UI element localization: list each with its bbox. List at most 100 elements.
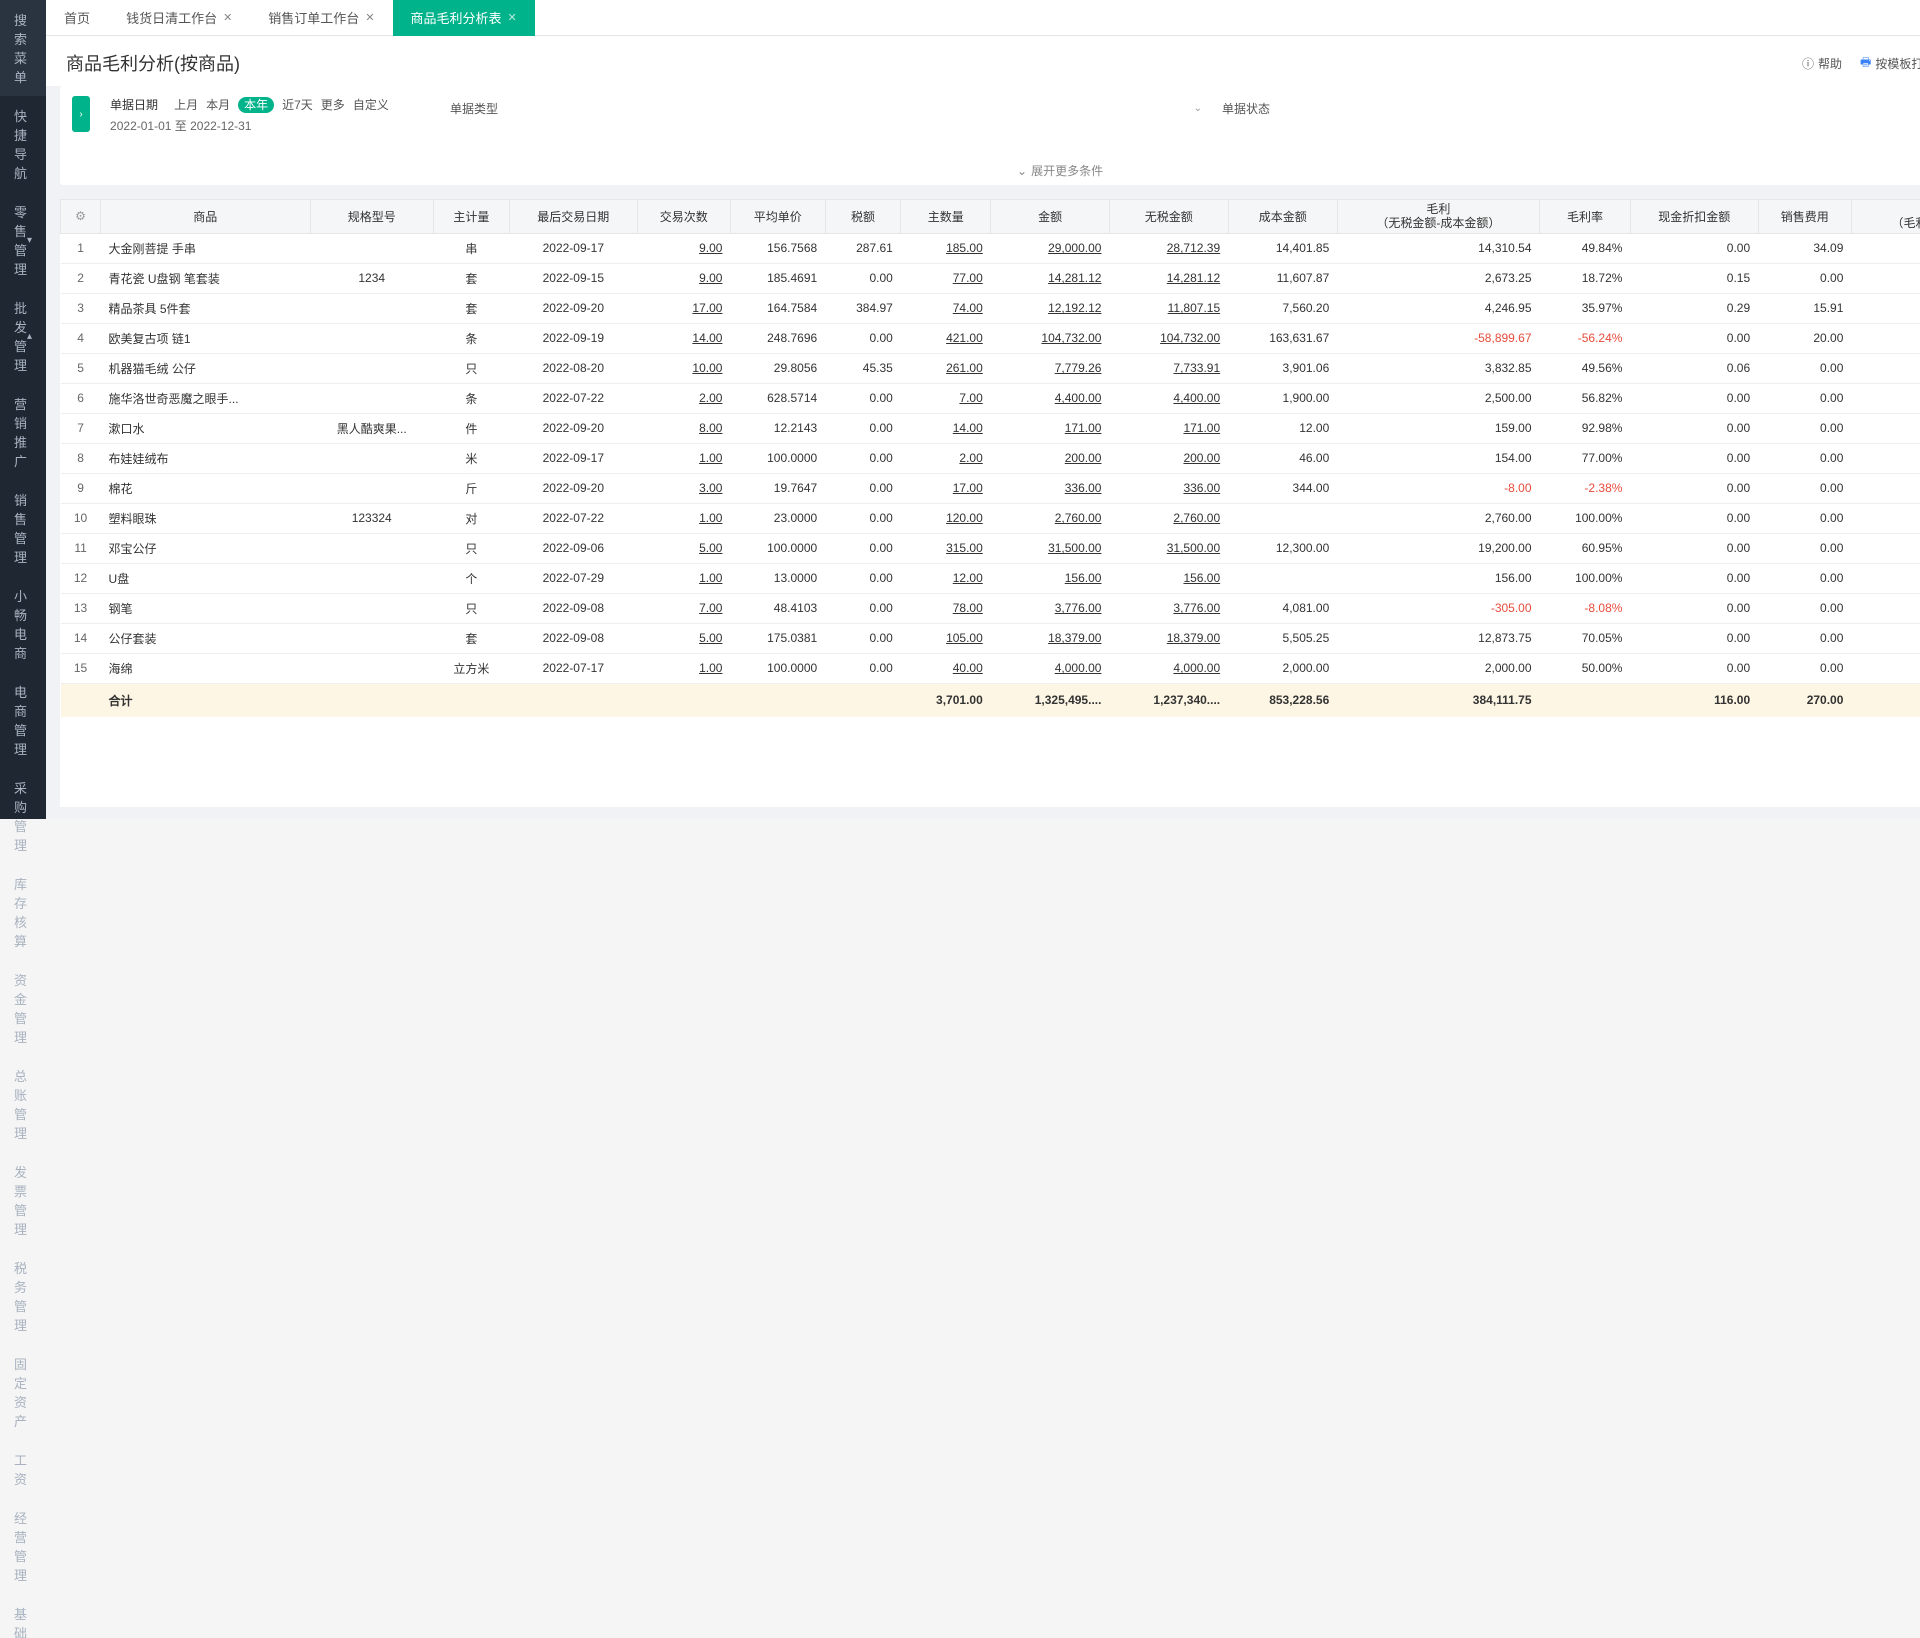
date-range-display[interactable]: 2022-01-01 至 2022-12-31 <box>110 117 430 134</box>
link-cell[interactable]: 8.00 <box>699 421 722 435</box>
link-cell[interactable]: 17.00 <box>953 481 983 495</box>
link-cell[interactable]: 1.00 <box>699 511 722 525</box>
link-cell[interactable]: 336.00 <box>1183 481 1220 495</box>
table-config-button[interactable]: ⚙ <box>61 200 101 234</box>
link-cell[interactable]: 9.00 <box>699 271 722 285</box>
column-header[interactable]: 成本金额 <box>1228 200 1337 234</box>
sidebar-item[interactable]: 基础信息 <box>0 1594 46 1638</box>
link-cell[interactable]: 4,000.00 <box>1173 661 1220 675</box>
sidebar-item[interactable]: 发票管理 <box>0 1152 46 1248</box>
column-header[interactable]: 现金折扣金额 <box>1630 200 1758 234</box>
link-cell[interactable]: 3,776.00 <box>1055 601 1102 615</box>
sidebar-item[interactable]: 电商管理 <box>0 672 46 768</box>
link-cell[interactable]: 3.00 <box>699 481 722 495</box>
expand-more-filters[interactable]: ⌄ 展开更多条件 <box>72 156 1920 185</box>
product-name[interactable]: 布娃娃绒布 <box>101 443 310 473</box>
link-cell[interactable]: 185.00 <box>946 241 983 255</box>
sidebar-item[interactable]: 库存核算 <box>0 864 46 960</box>
link-cell[interactable]: 4,400.00 <box>1173 391 1220 405</box>
link-cell[interactable]: 40.00 <box>953 661 983 675</box>
link-cell[interactable]: 336.00 <box>1065 481 1102 495</box>
sidebar-item[interactable]: 零售管理▾ <box>0 192 46 288</box>
column-header[interactable]: 商品 <box>101 200 310 234</box>
link-cell[interactable]: 2,760.00 <box>1055 511 1102 525</box>
link-cell[interactable]: 5.00 <box>699 631 722 645</box>
link-cell[interactable]: 3,776.00 <box>1173 601 1220 615</box>
tab[interactable]: 商品毛利分析表✕ <box>393 0 535 36</box>
column-header[interactable]: 税额 <box>825 200 901 234</box>
column-header[interactable]: 无税金额 <box>1109 200 1228 234</box>
link-cell[interactable]: 14,281.12 <box>1167 271 1220 285</box>
link-cell[interactable]: 9.00 <box>699 241 722 255</box>
close-icon[interactable]: ✕ <box>365 11 374 24</box>
sidebar-item[interactable]: 快捷导航 <box>0 96 46 192</box>
column-header[interactable]: 主计量 <box>433 200 509 234</box>
link-cell[interactable]: 2,760.00 <box>1173 511 1220 525</box>
link-cell[interactable]: 14.00 <box>953 421 983 435</box>
date-range-pill[interactable]: 上月 <box>174 98 198 112</box>
sidebar-item[interactable]: 资金管理 <box>0 960 46 1056</box>
sidebar-item[interactable]: 小畅电商 <box>0 576 46 672</box>
link-cell[interactable]: 104,732.00 <box>1160 331 1220 345</box>
product-name[interactable]: 青花瓷 U盘钢 笔套装 <box>101 263 310 293</box>
link-cell[interactable]: 31,500.00 <box>1167 541 1220 555</box>
link-cell[interactable]: 28,712.39 <box>1167 241 1220 255</box>
link-cell[interactable]: 17.00 <box>692 301 722 315</box>
product-name[interactable]: 棉花 <box>101 473 310 503</box>
link-cell[interactable]: 5.00 <box>699 541 722 555</box>
column-header[interactable]: 规格型号 <box>310 200 433 234</box>
column-header[interactable]: 平均单价 <box>730 200 825 234</box>
close-icon[interactable]: ✕ <box>508 11 517 24</box>
link-cell[interactable]: 120.00 <box>946 511 983 525</box>
sidebar-item[interactable]: 搜索菜单 <box>0 0 46 96</box>
link-cell[interactable]: 315.00 <box>946 541 983 555</box>
link-cell[interactable]: 74.00 <box>953 301 983 315</box>
link-cell[interactable]: 2.00 <box>699 391 722 405</box>
help-button[interactable]: ⓘ 帮助 <box>1802 55 1842 72</box>
product-name[interactable]: U盘 <box>101 563 310 593</box>
link-cell[interactable]: 14,281.12 <box>1048 271 1101 285</box>
link-cell[interactable]: 200.00 <box>1183 451 1220 465</box>
column-header[interactable]: 销售费用 <box>1758 200 1851 234</box>
link-cell[interactable]: 200.00 <box>1065 451 1102 465</box>
sidebar-item[interactable]: 总账管理 <box>0 1056 46 1152</box>
column-header[interactable]: 净利润（毛利-现金折扣-销售费 <box>1851 200 1920 234</box>
link-cell[interactable]: 156.00 <box>1065 571 1102 585</box>
link-cell[interactable]: 29,000.00 <box>1048 241 1101 255</box>
link-cell[interactable]: 78.00 <box>953 601 983 615</box>
link-cell[interactable]: 4,000.00 <box>1055 661 1102 675</box>
sidebar-item[interactable]: 税务管理 <box>0 1248 46 1344</box>
link-cell[interactable]: 14.00 <box>692 331 722 345</box>
sidebar-item[interactable]: 经营管理 <box>0 1498 46 1594</box>
link-cell[interactable]: 421.00 <box>946 331 983 345</box>
tab[interactable]: 首页 <box>46 0 108 36</box>
date-range-pill[interactable]: 本年 <box>238 97 274 113</box>
link-cell[interactable]: 7.00 <box>959 391 982 405</box>
column-header[interactable]: 最后交易日期 <box>509 200 637 234</box>
link-cell[interactable]: 261.00 <box>946 361 983 375</box>
link-cell[interactable]: 1.00 <box>699 661 722 675</box>
product-name[interactable]: 钢笔 <box>101 593 310 623</box>
date-range-pill[interactable]: 更多 <box>321 98 345 112</box>
print-button[interactable]: 🖶 按模板打印 ⌄ <box>1860 53 1920 74</box>
link-cell[interactable]: 18,379.00 <box>1167 631 1220 645</box>
column-header[interactable]: 主数量 <box>901 200 991 234</box>
column-header[interactable]: 毛利率 <box>1540 200 1631 234</box>
link-cell[interactable]: 7,733.91 <box>1173 361 1220 375</box>
product-name[interactable]: 施华洛世奇恶魔之眼手... <box>101 383 310 413</box>
sidebar-item[interactable]: 销售管理 <box>0 480 46 576</box>
link-cell[interactable]: 7,779.26 <box>1055 361 1102 375</box>
column-header[interactable]: 交易次数 <box>637 200 730 234</box>
link-cell[interactable]: 2.00 <box>959 451 982 465</box>
link-cell[interactable]: 77.00 <box>953 271 983 285</box>
horizontal-scrollbar[interactable] <box>60 807 1920 819</box>
product-name[interactable]: 欧美复古项 链1 <box>101 323 310 353</box>
link-cell[interactable]: 12,192.12 <box>1048 301 1101 315</box>
product-name[interactable]: 公仔套装 <box>101 623 310 653</box>
column-header[interactable]: 毛利（无税金额-成本金额） <box>1337 200 1539 234</box>
link-cell[interactable]: 31,500.00 <box>1048 541 1101 555</box>
link-cell[interactable]: 1.00 <box>699 571 722 585</box>
link-cell[interactable]: 12.00 <box>953 571 983 585</box>
collapse-filter-handle[interactable]: › <box>72 96 90 132</box>
product-name[interactable]: 海绵 <box>101 653 310 683</box>
